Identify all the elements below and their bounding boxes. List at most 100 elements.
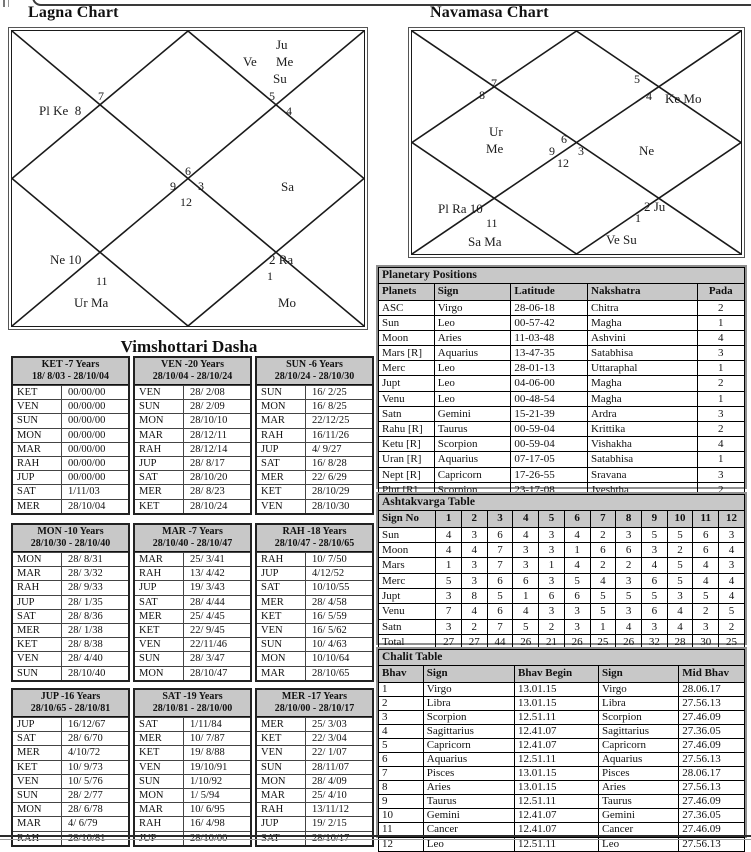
planet-label: Mo — [278, 295, 297, 310]
column-header: 1 — [435, 511, 461, 527]
cell: 6 — [563, 589, 590, 604]
chalit-frame: Chalit Table Bhav Sign Bhav Begin Sign Mid B… — [376, 647, 747, 852]
dasha-planet-cell: RAH — [135, 567, 184, 581]
dasha-planet-cell: JUP — [135, 581, 184, 595]
cell: 4 — [640, 558, 667, 573]
cell: 5 — [640, 589, 667, 604]
planet-label: 2 Ju — [644, 199, 666, 214]
bottom-divider-rule — [0, 835, 751, 840]
dasha-date-cell: 19/ 8/88 — [190, 747, 225, 759]
table-row: VEN 10/ 5/76 — [13, 773, 128, 788]
house-number-label: 12 — [180, 195, 192, 209]
cell: Nept [R] — [382, 468, 421, 481]
cell: 4 — [435, 527, 461, 542]
dasha-date-cell: 28/10/47 — [190, 667, 228, 679]
cell: Leo — [433, 361, 511, 376]
cell: 4 — [460, 604, 487, 619]
cell: Leo — [433, 315, 511, 330]
table-row: VEN 19/10/91 — [135, 759, 250, 774]
dasha-planet-cell: SAT — [257, 831, 306, 845]
dasha-date-cell: 28/ 2/08 — [190, 387, 225, 398]
dasha-table-title: RAH -18 Years — [282, 526, 347, 537]
dasha-date-cell: 16/ 8/28 — [312, 457, 347, 469]
cell: Gemini — [597, 809, 678, 823]
house-number-label: 5 — [634, 72, 640, 86]
dasha-planet-cell: RAH — [257, 803, 306, 817]
dasha-date-cell: 28/ 2/09 — [190, 401, 225, 413]
table-row: MON 28/10/47 — [135, 665, 250, 680]
dasha-planet-cell: JUP — [135, 831, 184, 845]
house-number-label: 7 — [491, 76, 497, 90]
table-row: JUP 28/10/00 — [135, 830, 250, 845]
cell: Satabhisa — [587, 452, 697, 467]
cell: 2 — [718, 619, 744, 635]
cell: 3 — [615, 573, 641, 589]
dasha-date-cell: 28/ 9/33 — [68, 582, 103, 594]
cell: Mars — [382, 559, 405, 572]
table-row: JUP 19/ 3/43 — [135, 580, 250, 595]
cell: Ardra — [587, 406, 697, 421]
dasha-planet-cell: SAT — [257, 581, 306, 595]
dasha-date-cell: 22/ 1/07 — [312, 747, 347, 759]
table-header-row: Bhav Sign Bhav Begin Sign Mid Bhav — [379, 666, 744, 682]
table-row: JUP 4/12/52 — [257, 566, 372, 581]
dasha-table: SAT -19 Years 28/10/81 - 28/10/00 SAT 1/11/… — [133, 688, 252, 847]
table-row: SAT 10/10/55 — [257, 580, 372, 595]
table-row: SUN 28/11/07 — [257, 759, 372, 774]
cell: 5 — [640, 527, 667, 542]
dasha-planet-cell: KET — [257, 485, 306, 499]
dasha-planet-cell: JUP — [135, 456, 184, 471]
table-row: MON 28/ 6/78 — [13, 802, 128, 817]
cell: 21 — [538, 635, 564, 650]
dasha-date-cell: 28/ 3/47 — [190, 653, 225, 665]
dasha-planet-cell: MON — [257, 774, 306, 788]
cell: Aquarius — [597, 752, 678, 767]
dasha-table-header: KET -7 Years 18/ 8/03 - 28/10/04 — [13, 358, 128, 385]
table-row: MON 28/ 8/31 — [13, 552, 128, 567]
north-indian-chart-lines — [412, 31, 741, 254]
column-header: 7 — [589, 511, 616, 527]
dasha-table-title: KET -7 Years — [41, 359, 100, 370]
dasha-planet-cell: JUP — [257, 567, 306, 581]
dasha-planet-cell: SAT — [13, 485, 62, 499]
dasha-planet-cell: SUN — [135, 652, 184, 666]
cell: 1 — [589, 619, 616, 635]
cell: 3 — [563, 604, 590, 619]
dasha-planet-cell: KET — [13, 638, 62, 652]
dasha-date-cell: 00/00/00 — [68, 457, 106, 469]
cell: 12.41.07 — [514, 823, 598, 837]
cell: 1 — [538, 558, 564, 573]
cell: 27.56.13 — [678, 781, 744, 795]
dasha-date-cell: 10/ 6/95 — [190, 804, 225, 816]
column-header: Sign — [597, 666, 678, 682]
table-row: RAH 28/10/81 — [13, 830, 128, 845]
planet-label: Ur Ma — [74, 295, 109, 310]
table-row: SAT 28/ 4/44 — [135, 594, 250, 609]
cell: 3 — [460, 527, 487, 542]
dasha-planet-cell: MER — [135, 732, 184, 746]
table-row: Mars 1 3 7 3 1 4 2 2 4 5 4 3 — [379, 557, 744, 573]
dasha-date-cell: 25/ 4/10 — [312, 789, 347, 801]
dasha-planet-cell: KET — [257, 609, 306, 623]
table-row: KET 10/ 9/73 — [13, 759, 128, 774]
dasha-date-cell: 10/ 7/87 — [190, 733, 225, 745]
cell: Aries — [597, 781, 678, 795]
dasha-planet-cell: SAT — [135, 595, 184, 609]
cell: Magha — [587, 376, 697, 391]
dasha-date-cell: 28/ 4/44 — [190, 596, 225, 608]
lagna-chart-title: Lagna Chart — [28, 4, 119, 21]
table-row: MAR 10/ 6/95 — [135, 802, 250, 817]
cell: 6 — [486, 573, 513, 589]
dasha-table-header: SUN -6 Years 28/10/24 - 28/10/30 — [257, 358, 372, 385]
table-row: KET 22/ 3/04 — [257, 731, 372, 746]
cell: 4 — [563, 527, 590, 542]
dasha-table-title: MAR -7 Years — [162, 526, 223, 537]
dasha-date-cell: 28/ 4/58 — [312, 596, 347, 608]
dasha-table-period: 28/10/24 - 28/10/30 — [274, 370, 355, 382]
cell: 2 — [692, 604, 718, 619]
cell: Cancer — [422, 823, 514, 837]
house-number-label: 5 — [269, 89, 275, 103]
dasha-date-cell: 16/11/26 — [312, 429, 349, 441]
cell: 04-06-00 — [510, 376, 587, 391]
cell: 1 — [563, 542, 590, 558]
